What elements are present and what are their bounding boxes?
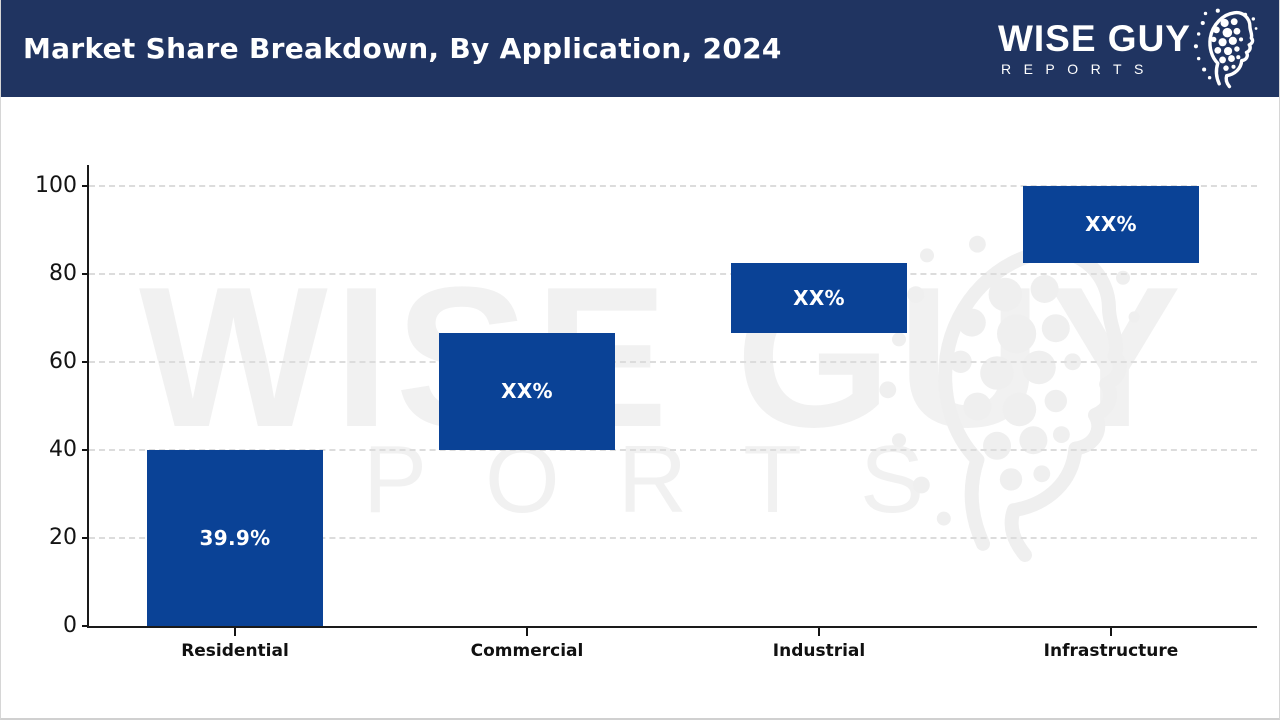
wiseguy-logo: WISE GUY REPORTS bbox=[998, 7, 1279, 90]
y-axis-tick-mark bbox=[82, 273, 89, 275]
header-bar: Market Share Breakdown, By Application, … bbox=[1, 0, 1279, 97]
x-axis-tick-mark bbox=[1110, 628, 1112, 636]
bar-value-label: XX% bbox=[793, 285, 845, 310]
y-axis-tick-mark bbox=[82, 361, 89, 363]
y-axis-tick-mark bbox=[82, 625, 89, 627]
y-axis-tick-label: 20 bbox=[49, 525, 77, 550]
bar-value-label: XX% bbox=[1085, 212, 1137, 237]
x-axis-tick-mark bbox=[818, 628, 820, 636]
bar-residential: 39.9% bbox=[147, 450, 323, 626]
x-axis-tick-mark bbox=[234, 628, 236, 636]
gridline-60 bbox=[89, 361, 1257, 363]
gridline-20 bbox=[89, 537, 1257, 539]
y-axis-tick-label: 0 bbox=[63, 613, 77, 638]
x-axis-label-residential: Residential bbox=[181, 641, 289, 661]
x-axis-tick-mark bbox=[526, 628, 528, 636]
bar-industrial: XX% bbox=[731, 262, 907, 333]
y-axis-tick-label: 100 bbox=[35, 173, 77, 198]
y-axis-tick-mark bbox=[82, 537, 89, 539]
page-title: Market Share Breakdown, By Application, … bbox=[23, 32, 782, 65]
logo-text-block: WISE GUY REPORTS bbox=[998, 20, 1191, 77]
bar-infrastructure: XX% bbox=[1023, 186, 1199, 263]
logo-wordmark: WISE GUY bbox=[997, 18, 1191, 59]
gridline-80 bbox=[89, 273, 1257, 275]
y-axis-line bbox=[87, 165, 89, 628]
bar-value-label: XX% bbox=[501, 379, 553, 404]
x-axis-line bbox=[87, 626, 1257, 628]
y-axis-tick-mark bbox=[82, 185, 89, 187]
bar-value-label: 39.9% bbox=[199, 526, 271, 551]
gridline-40 bbox=[89, 449, 1257, 451]
logo-subtext: REPORTS bbox=[1000, 61, 1156, 77]
y-axis-tick-label: 60 bbox=[49, 349, 77, 374]
x-axis-label-infrastructure: Infrastructure bbox=[1043, 641, 1179, 661]
x-axis-label-commercial: Commercial bbox=[470, 641, 584, 661]
y-axis-tick-label: 80 bbox=[49, 261, 77, 286]
y-axis-tick-mark bbox=[82, 449, 89, 451]
y-axis-tick-label: 40 bbox=[49, 437, 77, 462]
gridline-100 bbox=[89, 185, 1257, 187]
wiseguy-face-icon bbox=[1192, 7, 1260, 88]
bar-commercial: XX% bbox=[439, 332, 615, 450]
x-axis-label-industrial: Industrial bbox=[772, 641, 866, 661]
